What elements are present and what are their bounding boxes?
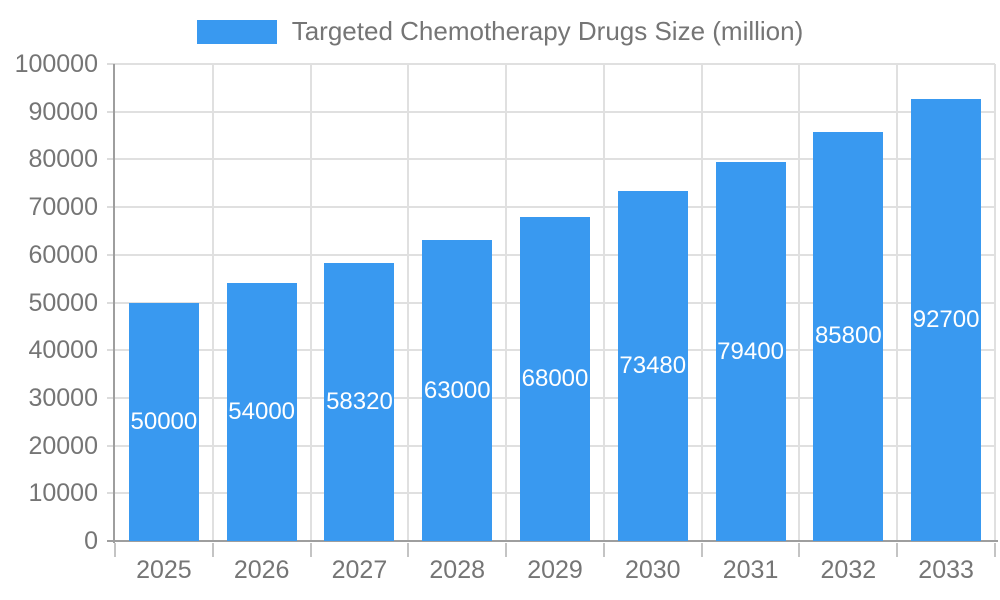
legend-label: Targeted Chemotherapy Drugs Size (millio… xyxy=(291,16,804,46)
gridline-v xyxy=(211,64,214,541)
x-axis-tick xyxy=(114,543,116,557)
gridline-v xyxy=(994,64,996,541)
x-axis-line xyxy=(107,540,998,542)
bar-2027[interactable] xyxy=(324,262,395,541)
y-axis-label: 0 xyxy=(84,527,98,555)
gridline-h xyxy=(115,206,995,209)
y-axis-label: 70000 xyxy=(28,193,98,222)
y-axis-tick xyxy=(107,492,115,495)
bar-value-label: 73480 xyxy=(619,351,687,379)
gridline-v xyxy=(700,64,703,541)
y-axis-label: 60000 xyxy=(28,240,98,269)
x-axis-label: 2025 xyxy=(136,556,192,584)
x-axis-tick xyxy=(896,543,899,557)
legend-item[interactable]: Targeted Chemotherapy Drugs Size (millio… xyxy=(0,16,1000,47)
bar-2031[interactable] xyxy=(715,162,786,541)
gridline-v xyxy=(505,64,508,541)
y-axis-tick xyxy=(107,349,115,352)
x-axis-tick xyxy=(602,543,605,557)
bar-2032[interactable] xyxy=(813,131,884,541)
bar-value-label: 63000 xyxy=(423,376,491,404)
bar-2030[interactable] xyxy=(617,190,688,541)
y-axis-tick xyxy=(107,301,115,304)
bar-value-label: 54000 xyxy=(228,398,296,426)
x-axis-tick xyxy=(798,543,801,557)
y-axis-label: 40000 xyxy=(28,336,98,365)
bar-value-label: 68000 xyxy=(521,364,589,392)
bar-value-label: 50000 xyxy=(130,407,198,435)
y-axis-label: 30000 xyxy=(28,383,98,412)
y-axis-label: 90000 xyxy=(28,97,98,126)
legend-swatch-icon xyxy=(196,19,277,44)
y-axis-tick xyxy=(107,444,115,447)
x-axis-tick xyxy=(309,543,312,557)
x-axis-label: 2031 xyxy=(722,556,779,584)
bar-value-label: 79400 xyxy=(717,337,784,365)
gridline-h xyxy=(115,110,995,113)
x-axis-tick xyxy=(700,543,703,557)
x-axis-label: 2033 xyxy=(918,556,974,584)
x-axis-label: 2030 xyxy=(624,556,681,584)
y-axis-tick xyxy=(107,253,115,256)
gridline-v xyxy=(309,64,312,541)
y-axis-tick xyxy=(107,110,115,113)
bar-2033[interactable] xyxy=(911,98,982,541)
x-axis-label: 2028 xyxy=(429,556,486,584)
x-axis-label: 2032 xyxy=(820,556,877,584)
bar-2025[interactable] xyxy=(128,302,199,541)
gridline-v xyxy=(602,64,605,541)
gridline-h xyxy=(115,158,995,161)
bar-2028[interactable] xyxy=(422,240,493,541)
bar-value-label: 85800 xyxy=(814,322,882,350)
gridline-v xyxy=(896,64,899,541)
x-axis-label: 2029 xyxy=(527,556,583,584)
y-axis-label: 20000 xyxy=(28,431,98,460)
y-axis-label: 100000 xyxy=(14,50,98,78)
y-axis-tick xyxy=(107,63,115,65)
gridline-h xyxy=(115,63,995,65)
bar-value-label: 58320 xyxy=(326,387,393,415)
y-axis-label: 10000 xyxy=(28,479,98,508)
y-axis-tick xyxy=(107,158,115,161)
gridline-v xyxy=(407,64,410,541)
bar-2026[interactable] xyxy=(226,283,297,541)
y-axis-label: 80000 xyxy=(28,145,98,174)
x-axis-tick xyxy=(505,543,508,557)
x-axis-label: 2027 xyxy=(331,556,388,584)
x-axis-tick xyxy=(994,543,996,557)
y-axis-tick xyxy=(107,396,115,399)
y-axis-line xyxy=(113,64,115,543)
gridline-v xyxy=(798,64,801,541)
x-axis-tick xyxy=(407,543,410,557)
bar-2029[interactable] xyxy=(520,216,590,541)
y-axis-tick xyxy=(107,206,115,209)
bar-value-label: 92700 xyxy=(912,305,980,333)
x-axis-label: 2026 xyxy=(233,556,290,584)
y-axis-label: 50000 xyxy=(28,288,98,317)
x-axis-tick xyxy=(211,543,214,557)
